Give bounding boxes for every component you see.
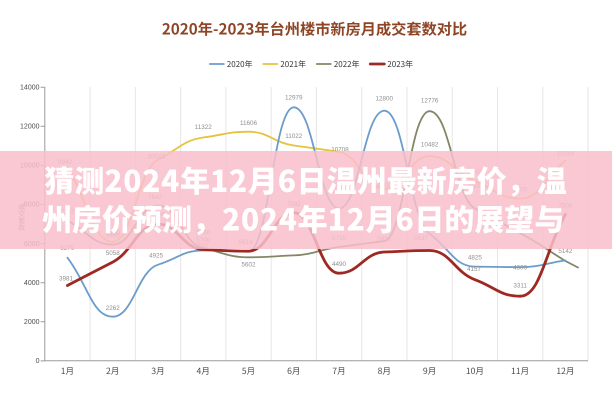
svg-text:12979: 12979 (285, 95, 303, 102)
svg-text:3981: 3981 (59, 276, 74, 283)
svg-text:11322: 11322 (195, 124, 213, 131)
svg-text:14000: 14000 (20, 84, 40, 91)
svg-text:4490: 4490 (332, 261, 347, 268)
svg-text:5602: 5602 (241, 262, 256, 269)
svg-text:4000: 4000 (24, 280, 40, 287)
svg-text:10708: 10708 (331, 147, 349, 154)
svg-text:5142: 5142 (558, 248, 573, 255)
svg-text:12000: 12000 (20, 124, 40, 131)
svg-text:0: 0 (36, 358, 40, 365)
svg-text:11606: 11606 (240, 120, 258, 127)
svg-text:4300: 4300 (513, 265, 528, 272)
svg-text:12776: 12776 (421, 98, 439, 105)
svg-text:11022: 11022 (285, 133, 303, 140)
svg-text:4925: 4925 (149, 253, 164, 260)
svg-text:4157: 4157 (467, 266, 482, 273)
svg-text:2262: 2262 (106, 305, 121, 312)
svg-text:12800: 12800 (376, 96, 394, 103)
svg-text:3311: 3311 (513, 283, 527, 290)
svg-text:5058: 5058 (106, 250, 121, 257)
svg-text:10482: 10482 (421, 142, 439, 149)
svg-text:2000: 2000 (24, 319, 40, 326)
svg-text:4825: 4825 (468, 255, 483, 262)
